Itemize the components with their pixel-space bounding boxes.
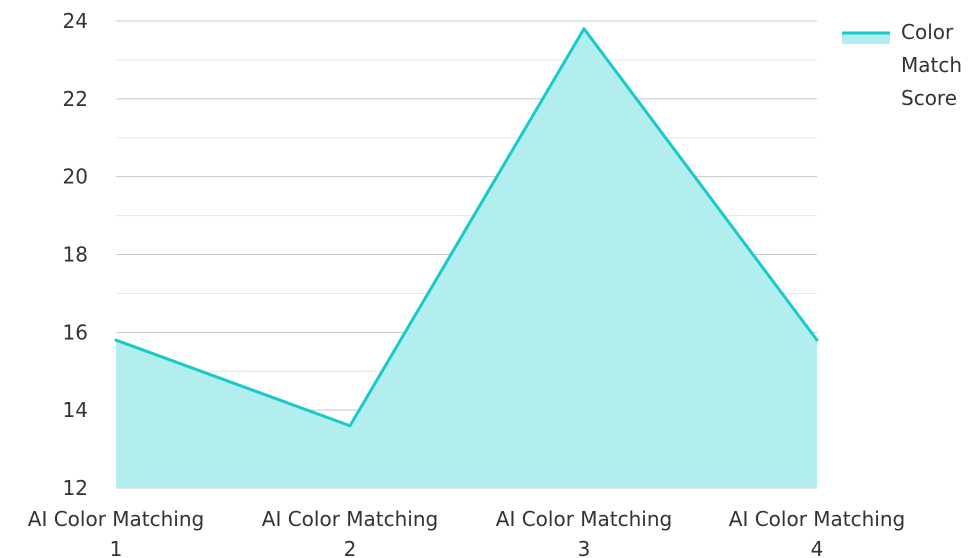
x-tick-label: AI Color Matching 1: [28, 507, 204, 558]
legend-label: Color Match Score: [901, 20, 962, 110]
y-axis: 12 14 16 18 20 22 24: [63, 9, 88, 500]
series-area-fill: [116, 28, 817, 489]
y-tick-label: 24: [63, 9, 88, 33]
data-point-4: [815, 338, 819, 342]
x-tick-label: AI Color Matching 4: [729, 507, 905, 558]
y-tick-label: 18: [63, 243, 88, 267]
x-tick-label: AI Color Matching 3: [496, 507, 672, 558]
x-tick-label: AI Color Matching 2: [262, 507, 438, 558]
y-tick-label: 16: [63, 320, 88, 344]
data-point-1: [114, 338, 118, 342]
series-area: [116, 28, 817, 489]
legend: Color Match Score: [842, 20, 962, 110]
data-point-2: [348, 424, 352, 428]
data-point-3: [582, 27, 586, 31]
y-tick-label: 22: [63, 87, 88, 111]
series-line-group: [114, 27, 819, 428]
y-tick-label: 12: [63, 476, 88, 500]
x-axis: AI Color Matching 1 AI Color Matching 2 AI C…: [28, 507, 905, 558]
y-tick-label: 14: [63, 398, 88, 422]
y-tick-label: 20: [63, 165, 88, 189]
series-line: [115, 27, 819, 428]
legend-swatch-fill: [842, 32, 890, 44]
